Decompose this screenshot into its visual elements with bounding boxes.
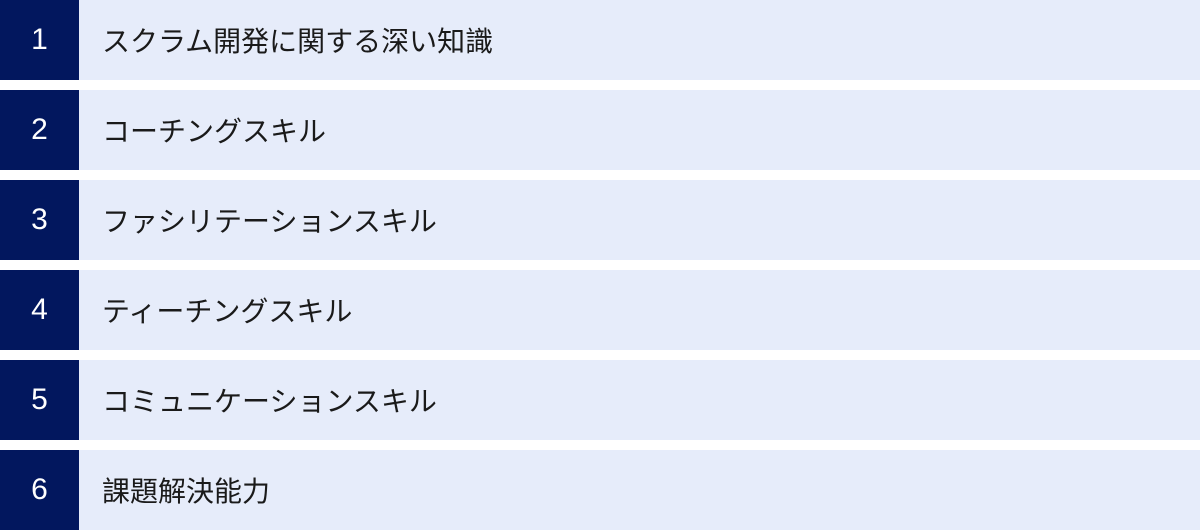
item-label: スクラム開発に関する深い知識 [79,0,1200,80]
list-item: 1 スクラム開発に関する深い知識 [0,0,1200,80]
item-label: コーチングスキル [79,90,1200,170]
item-label: コミュニケーションスキル [79,360,1200,440]
list-item: 5 コミュニケーションスキル [0,360,1200,440]
item-label: ファシリテーションスキル [79,180,1200,260]
item-number: 3 [0,180,79,260]
item-label: 課題解決能力 [79,450,1200,530]
list-item: 2 コーチングスキル [0,90,1200,170]
list-item: 6 課題解決能力 [0,450,1200,530]
list-item: 3 ファシリテーションスキル [0,180,1200,260]
item-number: 5 [0,360,79,440]
item-label: ティーチングスキル [79,270,1200,350]
item-number: 4 [0,270,79,350]
list-item: 4 ティーチングスキル [0,270,1200,350]
item-number: 1 [0,0,79,80]
item-number: 6 [0,450,79,530]
item-number: 2 [0,90,79,170]
